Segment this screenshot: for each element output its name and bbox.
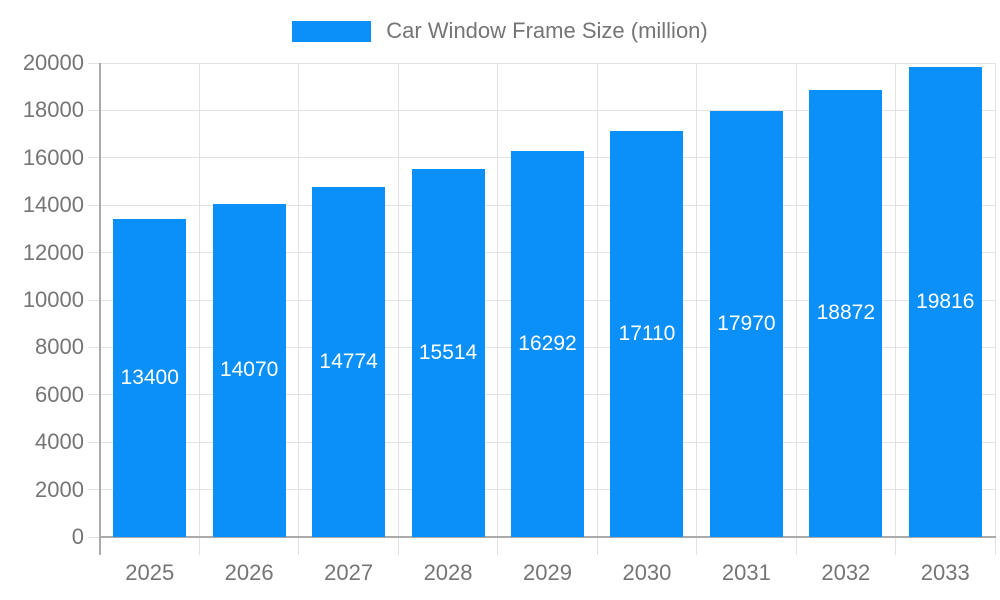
bar-2028[interactable]	[411, 169, 485, 537]
x-axis-tick-label: 2025	[125, 560, 175, 585]
x-axis-tick-label: 2030	[622, 560, 672, 585]
y-axis-tick-label: 16000	[22, 144, 84, 170]
y-axis-tick-label: 0	[71, 524, 84, 549]
x-gridline	[596, 63, 598, 555]
x-axis-line	[99, 536, 996, 538]
y-axis-tick-label: 14000	[22, 192, 84, 218]
x-axis-tick-label: 2033	[920, 560, 970, 585]
x-axis-tick-label: 2026	[224, 560, 274, 585]
x-gridline	[895, 63, 897, 555]
bar-2029[interactable]	[511, 150, 584, 537]
bar-2031[interactable]	[709, 111, 783, 537]
x-gridline	[696, 63, 698, 555]
y-axis-tick-label: 12000	[22, 239, 84, 265]
x-gridline	[397, 63, 399, 555]
y-axis-tick-label: 20000	[22, 50, 84, 75]
x-gridline	[994, 63, 996, 555]
x-gridline	[795, 63, 797, 555]
bar-2025[interactable]	[113, 219, 187, 537]
bar-2026[interactable]	[212, 203, 286, 537]
y-axis-tick-label: 2000	[35, 476, 84, 502]
x-axis-tick-label: 2029	[523, 560, 572, 585]
y-gridline	[88, 109, 995, 111]
bar-2030[interactable]	[610, 131, 684, 537]
y-axis-tick-label: 4000	[35, 429, 84, 455]
x-axis-tick-label: 2027	[324, 560, 374, 585]
y-axis-tick-label: 8000	[35, 334, 84, 360]
y-gridline	[88, 62, 995, 64]
legend-label[interactable]: Car Window Frame Size (million)	[386, 18, 708, 43]
bar-2032[interactable]	[809, 89, 883, 537]
x-axis-tick-label: 2028	[423, 560, 473, 585]
x-gridline	[198, 63, 200, 555]
y-axis-tick-label: 18000	[22, 97, 84, 123]
x-axis-tick-label: 2031	[721, 560, 771, 585]
y-axis-tick-label: 6000	[35, 381, 84, 407]
y-axis-tick-label: 10000	[22, 287, 84, 312]
x-gridline	[298, 63, 300, 555]
x-axis-tick-label: 2032	[821, 560, 871, 585]
legend-swatch[interactable]	[292, 20, 372, 42]
x-gridline	[497, 63, 499, 555]
y-axis-line	[99, 63, 101, 555]
bar-2027[interactable]	[312, 186, 386, 537]
legend[interactable]: Car Window Frame Size (million)	[0, 16, 1000, 46]
bar-2033[interactable]	[908, 67, 982, 537]
